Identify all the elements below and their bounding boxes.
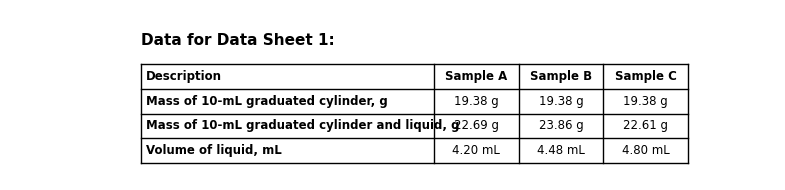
Text: 19.38 g: 19.38 g	[454, 95, 498, 108]
Text: Mass of 10-mL graduated cylinder, g: Mass of 10-mL graduated cylinder, g	[145, 95, 387, 108]
Text: Sample B: Sample B	[530, 70, 592, 83]
Text: Data for Data Sheet 1:: Data for Data Sheet 1:	[141, 33, 334, 48]
Text: Sample C: Sample C	[615, 70, 677, 83]
Text: Description: Description	[145, 70, 221, 83]
Text: 19.38 g: 19.38 g	[539, 95, 583, 108]
Text: Sample A: Sample A	[445, 70, 507, 83]
Text: Volume of liquid, mL: Volume of liquid, mL	[145, 144, 281, 157]
Text: Mass of 10-mL graduated cylinder and liquid, g: Mass of 10-mL graduated cylinder and liq…	[145, 120, 459, 132]
Text: 22.69 g: 22.69 g	[454, 120, 498, 132]
Text: 4.20 mL: 4.20 mL	[452, 144, 500, 157]
Text: 19.38 g: 19.38 g	[623, 95, 668, 108]
Text: 23.86 g: 23.86 g	[539, 120, 583, 132]
Text: 22.61 g: 22.61 g	[623, 120, 668, 132]
Text: 4.80 mL: 4.80 mL	[622, 144, 670, 157]
Text: 4.48 mL: 4.48 mL	[537, 144, 585, 157]
Bar	[141, 64, 688, 163]
